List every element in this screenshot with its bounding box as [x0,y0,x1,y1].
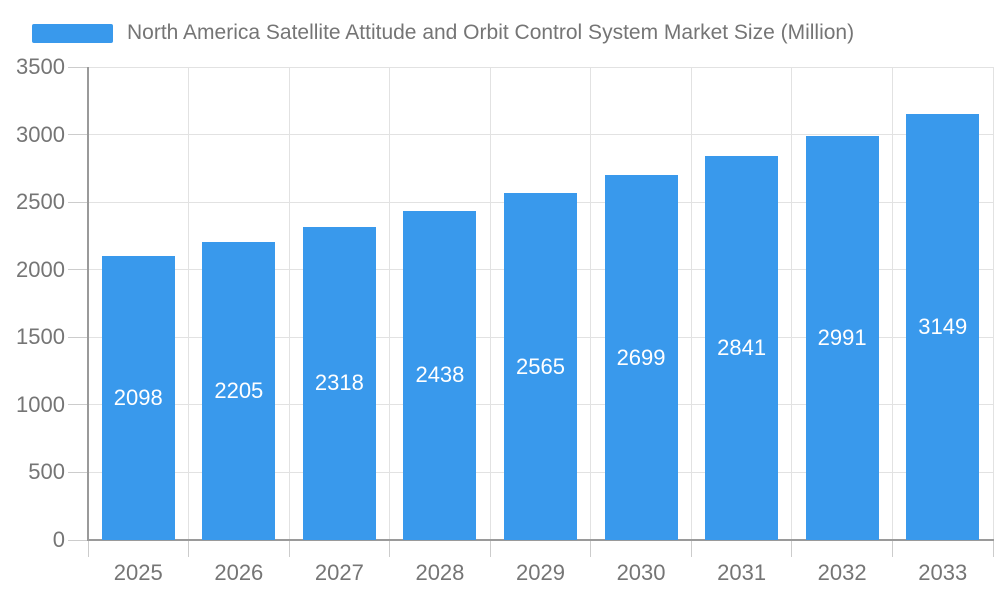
y-axis-label: 3000 [16,121,65,147]
x-axis-tick [891,540,893,557]
y-axis-label: 0 [52,527,65,552]
y-axis-tick [68,201,88,203]
chart-legend[interactable]: North America Satellite Attitude and Orb… [32,21,854,45]
x-axis-tick [791,540,793,557]
y-axis-label: 3500 [16,54,65,79]
bar[interactable]: 2205 [202,242,276,540]
x-grid-line [288,67,290,540]
x-grid-line [188,67,190,540]
y-axis-tick [68,134,88,136]
x-grid-line [590,67,592,540]
y-axis-tick [68,66,88,68]
x-grid-line [489,67,491,540]
y-axis-label: 2500 [16,189,65,215]
x-grid-line [791,67,793,540]
y-axis-label: 1000 [16,391,65,417]
x-axis-label: 2026 [214,560,264,585]
y-axis-label: 1500 [16,324,65,350]
y-axis-tick [68,404,88,406]
y-grid-line [88,134,993,136]
x-grid-line [690,67,692,540]
bar[interactable]: 2318 [302,226,376,540]
bar[interactable]: 2991 [805,135,879,540]
bar-value-label: 2318 [314,370,364,396]
x-grid-line [389,67,391,540]
bar-value-label: 2438 [415,362,465,388]
bar[interactable]: 3149 [906,114,980,540]
bar-value-label: 2699 [616,344,666,370]
bar[interactable]: 2699 [604,175,678,540]
x-axis-line [87,539,994,541]
y-axis-tick [68,269,88,271]
bar-value-label: 2841 [717,335,767,361]
x-axis-label: 2030 [616,560,666,585]
x-axis-label: 2033 [918,560,968,585]
x-axis-tick [590,540,592,557]
bar-value-label: 2565 [516,353,565,379]
bar[interactable]: 2438 [403,210,477,540]
bar[interactable]: 2565 [504,193,577,540]
x-axis-label: 2028 [415,560,465,585]
bar[interactable]: 2098 [101,256,175,540]
x-axis-label: 2031 [717,560,767,585]
y-axis-tick [68,471,88,473]
x-axis-tick [489,540,491,557]
bar[interactable]: 2841 [705,156,779,540]
legend-swatch [32,23,113,43]
x-axis-label: 2025 [113,560,163,585]
y-axis-label: 2000 [16,256,65,282]
bar-value-label: 2205 [214,377,264,403]
y-axis-tick [68,336,88,338]
legend-label: North America Satellite Attitude and Orb… [127,21,855,44]
y-grid-line [88,66,993,68]
x-axis-label: 2027 [314,560,364,585]
x-axis-label: 2032 [817,560,867,585]
y-axis-label: 500 [28,459,65,485]
x-axis-tick [690,540,692,557]
x-axis-tick [992,540,994,557]
x-grid-line [992,67,994,540]
y-axis-line [87,67,89,540]
bar-value-label: 2991 [817,324,867,350]
y-axis-tick [68,539,88,541]
x-axis-tick [87,540,89,557]
x-axis-tick [188,540,190,557]
x-axis-label: 2029 [516,560,565,585]
x-grid-line [891,67,893,540]
bar-value-label: 2098 [113,385,163,411]
x-axis-tick [389,540,391,557]
x-axis-tick [288,540,290,557]
bar-value-label: 3149 [918,314,968,340]
